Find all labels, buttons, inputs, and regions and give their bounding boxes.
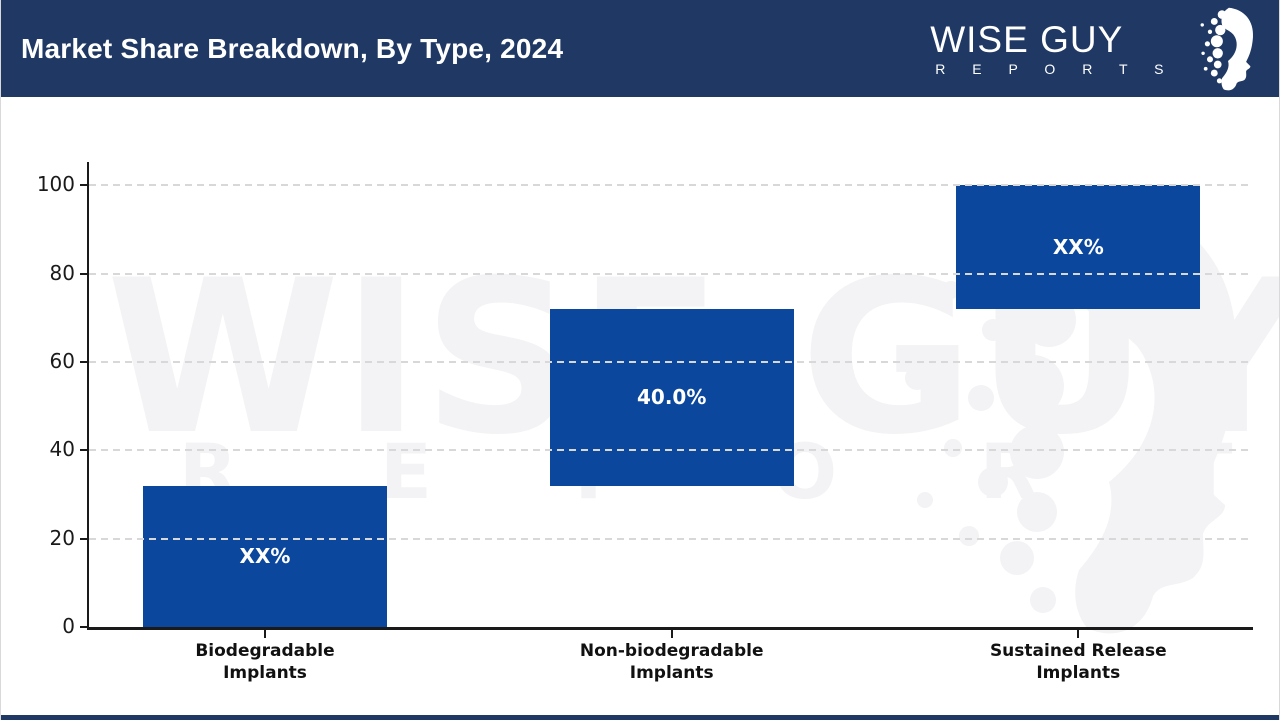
- category-label: Non-biodegradable Implants: [579, 641, 764, 684]
- wise-guy-reports-logo: WISE GUY R E P O R T S: [930, 6, 1255, 92]
- x-tick-mark: [1077, 630, 1080, 638]
- category-label: Sustained Release Implants: [989, 641, 1167, 684]
- gridline: [89, 272, 1251, 275]
- header-band: Market Share Breakdown, By Type, 2024 WI…: [1, 0, 1279, 97]
- gridline: [89, 449, 1251, 452]
- logo-wordmark: WISE GUY: [930, 19, 1124, 60]
- y-tick-mark: [80, 184, 89, 187]
- bar-segment: [143, 485, 387, 627]
- y-tick-label: 60: [49, 349, 75, 374]
- x-axis-line: [87, 627, 1253, 630]
- bar-segment: [549, 309, 794, 486]
- x-tick-mark: [670, 630, 673, 638]
- y-tick-mark: [80, 272, 89, 275]
- y-tick-label: 100: [36, 172, 75, 197]
- y-axis-line: [87, 162, 89, 630]
- gridline: [89, 184, 1251, 187]
- logo-reports-label: R E P O R T S: [935, 61, 1175, 77]
- y-tick-label: 20: [49, 525, 75, 550]
- page-title: Market Share Breakdown, By Type, 2024: [21, 32, 564, 64]
- bar-value-label: 40.0%: [636, 385, 707, 410]
- bar-value-label: XX%: [1052, 235, 1104, 260]
- y-tick-label: 80: [49, 260, 75, 285]
- y-tick-mark: [80, 449, 89, 452]
- y-tick-mark: [80, 537, 89, 540]
- bar-segment: [956, 185, 1201, 310]
- y-tick-mark: [80, 626, 89, 628]
- y-tick-mark: [80, 361, 89, 364]
- bar-value-label: XX%: [239, 544, 291, 569]
- footer-accent-bar: [1, 715, 1279, 720]
- logo-face-icon: [1200, 7, 1254, 90]
- x-tick-mark: [264, 630, 266, 638]
- gridline: [89, 537, 1251, 540]
- logo-text: WISE GUY R E P O R T S: [930, 21, 1175, 76]
- y-tick-label: 0: [62, 614, 75, 638]
- category-label: Biodegradable Implants: [195, 641, 335, 684]
- gridline: [89, 361, 1251, 364]
- y-tick-label: 40: [49, 437, 75, 462]
